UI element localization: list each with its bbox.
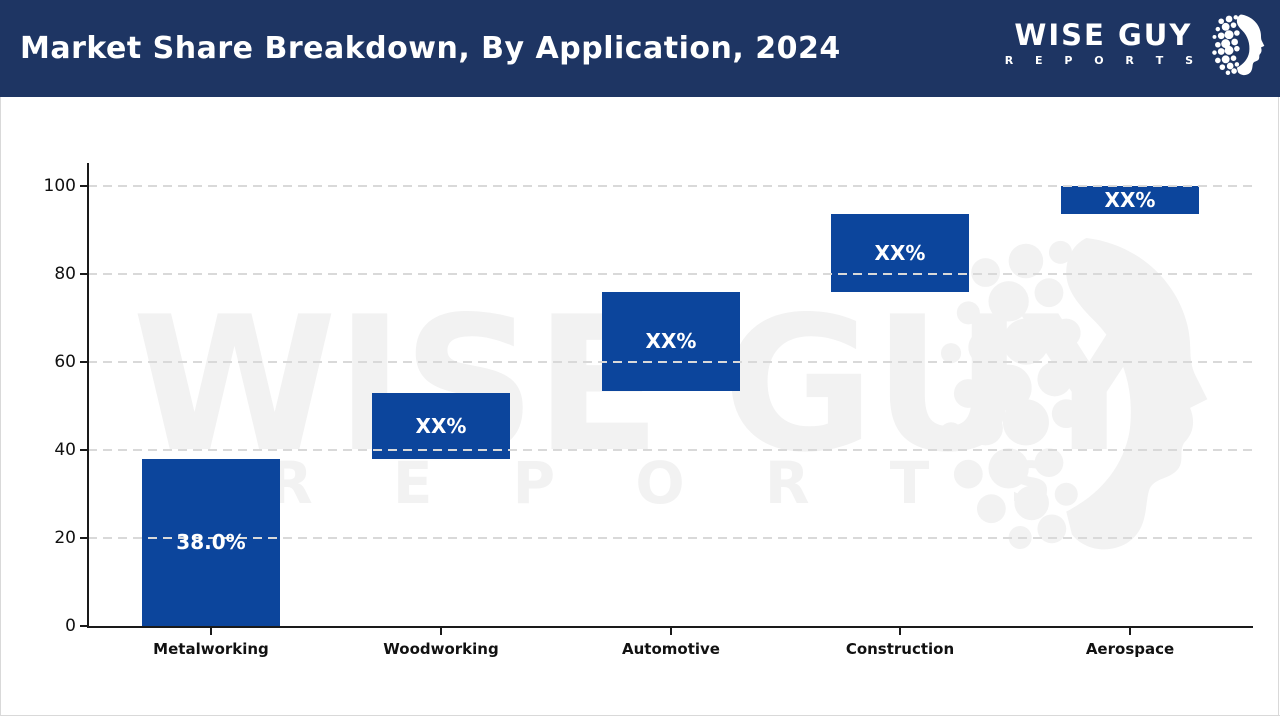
gridline-y60 <box>88 361 1253 363</box>
x-tick <box>440 628 442 635</box>
y-tick-label: 0 <box>65 616 76 636</box>
bar-value-label: 38.0% <box>176 530 246 555</box>
brand-name: WISE GUY <box>1014 18 1193 52</box>
y-tick <box>80 185 87 187</box>
chart-area: WISE GUY R E P O R T S 38.0% XX% XX% XX% XX%… <box>0 97 1280 717</box>
x-tick-label: Automotive <box>622 640 720 658</box>
page-border-left <box>0 97 1 716</box>
y-axis <box>87 163 89 628</box>
x-tick <box>670 628 672 635</box>
gridline-y80 <box>88 273 1253 275</box>
page-border-bottom <box>0 715 1280 716</box>
gridline-y40 <box>88 449 1253 451</box>
watermark-subtext: R E P O R T S <box>268 449 1082 517</box>
bar-value-label: XX% <box>415 413 467 438</box>
y-tick <box>80 625 87 627</box>
x-tick-label: Woodworking <box>383 640 499 658</box>
y-tick-label: 20 <box>54 528 76 548</box>
brand-sub: R E P O R T S <box>1004 53 1202 67</box>
bar-value-label: XX% <box>1104 188 1156 213</box>
watermark-face-icon <box>939 237 1208 550</box>
bar-woodworking <box>372 392 510 459</box>
y-tick <box>80 273 87 275</box>
y-tick-label: 60 <box>54 352 76 372</box>
chart-title: Market Share Breakdown, By Application, … <box>20 31 841 66</box>
bar-metalworking <box>142 458 280 626</box>
y-tick <box>80 361 87 363</box>
y-tick-label: 40 <box>54 440 76 460</box>
x-tick <box>1129 628 1131 635</box>
bar-automotive <box>602 291 740 391</box>
gridline-y100 <box>88 185 1253 187</box>
y-tick-label: 100 <box>43 176 76 196</box>
x-tick-label: Construction <box>845 640 955 658</box>
y-tick <box>80 449 87 451</box>
x-tick <box>899 628 901 635</box>
x-tick-label: Metalworking <box>153 640 269 658</box>
y-tick-label: 80 <box>54 264 76 284</box>
x-axis <box>87 626 1253 628</box>
bar-value-label: XX% <box>874 240 926 265</box>
bar-value-label: XX% <box>645 329 697 354</box>
brand-logo: WISE GUY R E P O R T S <box>1004 18 1202 67</box>
header-banner: Market Share Breakdown, By Application, … <box>0 0 1280 97</box>
page-border-right <box>1278 97 1279 716</box>
gridline-y20 <box>88 537 1253 539</box>
wiseguy-face-icon <box>1212 14 1265 76</box>
y-tick <box>80 537 87 539</box>
x-tick <box>210 628 212 635</box>
bar-aerospace <box>1061 186 1199 215</box>
x-tick-label: Aerospace <box>1085 640 1175 658</box>
bar-construction <box>831 213 969 292</box>
